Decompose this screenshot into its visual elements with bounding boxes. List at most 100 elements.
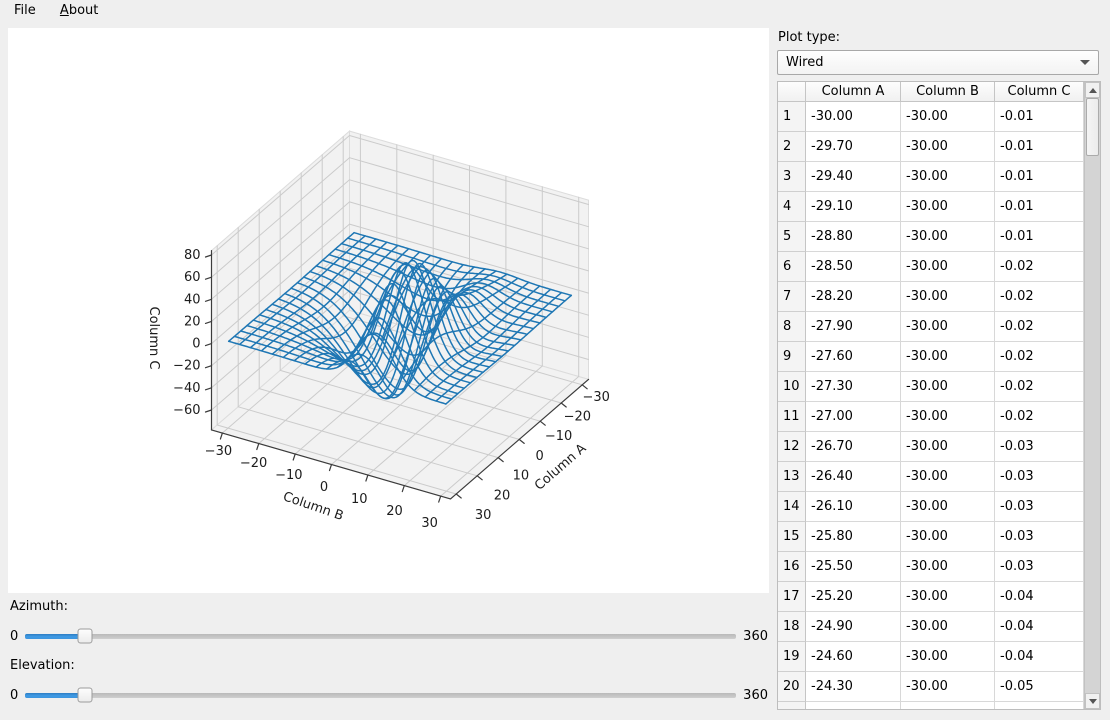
cell-column-c[interactable]: -0.05 bbox=[995, 672, 1084, 702]
cell-column-c[interactable]: -0.05 bbox=[995, 702, 1084, 709]
elevation-slider[interactable] bbox=[25, 687, 737, 703]
cell-column-c[interactable]: -0.01 bbox=[995, 132, 1084, 162]
row-number-cell[interactable]: 17 bbox=[778, 582, 806, 612]
cell-column-a[interactable]: -24.90 bbox=[806, 612, 901, 642]
cell-column-c[interactable]: -0.03 bbox=[995, 552, 1084, 582]
table-scrollbar[interactable] bbox=[1084, 82, 1100, 709]
cell-column-c[interactable]: -0.02 bbox=[995, 342, 1084, 372]
column-header-a[interactable]: Column A bbox=[806, 82, 901, 102]
row-number-cell[interactable]: 9 bbox=[778, 342, 806, 372]
cell-column-b[interactable]: -30.00 bbox=[901, 342, 995, 372]
cell-column-b[interactable]: -30.00 bbox=[901, 192, 995, 222]
cell-column-c[interactable]: -0.02 bbox=[995, 252, 1084, 282]
cell-column-b[interactable]: -30.00 bbox=[901, 252, 995, 282]
row-number-cell[interactable]: 4 bbox=[778, 192, 806, 222]
cell-column-b[interactable]: -30.00 bbox=[901, 492, 995, 522]
azimuth-slider[interactable] bbox=[25, 628, 737, 644]
cell-column-b[interactable]: -30.00 bbox=[901, 402, 995, 432]
scroll-up-button[interactable] bbox=[1085, 82, 1100, 98]
cell-column-b[interactable]: -30.00 bbox=[901, 162, 995, 192]
cell-column-a[interactable]: -27.30 bbox=[806, 372, 901, 402]
cell-column-a[interactable]: -28.50 bbox=[806, 252, 901, 282]
row-number-cell[interactable]: 2 bbox=[778, 132, 806, 162]
cell-column-a[interactable]: -26.40 bbox=[806, 462, 901, 492]
row-number-cell[interactable]: 20 bbox=[778, 672, 806, 702]
cell-column-a[interactable]: -25.20 bbox=[806, 582, 901, 612]
cell-column-b[interactable]: -30.00 bbox=[901, 132, 995, 162]
row-number-cell[interactable]: 21 bbox=[778, 702, 806, 709]
scroll-down-button[interactable] bbox=[1085, 693, 1100, 709]
cell-column-c[interactable]: -0.03 bbox=[995, 522, 1084, 552]
cell-column-c[interactable]: -0.01 bbox=[995, 162, 1084, 192]
cell-column-a[interactable]: -30.00 bbox=[806, 102, 901, 132]
row-number-cell[interactable]: 6 bbox=[778, 252, 806, 282]
plot-type-combobox[interactable]: Wired bbox=[777, 50, 1099, 75]
cell-column-b[interactable]: -30.00 bbox=[901, 582, 995, 612]
cell-column-c[interactable]: -0.02 bbox=[995, 282, 1084, 312]
row-number-cell[interactable]: 10 bbox=[778, 372, 806, 402]
svg-text:10: 10 bbox=[513, 469, 530, 484]
cell-column-c[interactable]: -0.03 bbox=[995, 432, 1084, 462]
cell-column-b[interactable]: -30.00 bbox=[901, 282, 995, 312]
menu-file[interactable]: File bbox=[14, 3, 36, 18]
row-number-cell[interactable]: 1 bbox=[778, 102, 806, 132]
cell-column-a[interactable]: -24.00 bbox=[806, 702, 901, 709]
cell-column-b[interactable]: -30.00 bbox=[901, 432, 995, 462]
row-number-cell[interactable]: 13 bbox=[778, 462, 806, 492]
cell-column-a[interactable]: -24.30 bbox=[806, 672, 901, 702]
cell-column-b[interactable]: -30.00 bbox=[901, 522, 995, 552]
cell-column-a[interactable]: -24.60 bbox=[806, 642, 901, 672]
cell-column-c[interactable]: -0.02 bbox=[995, 312, 1084, 342]
cell-column-a[interactable]: -27.00 bbox=[806, 402, 901, 432]
cell-column-a[interactable]: -28.80 bbox=[806, 222, 901, 252]
matplotlib-canvas[interactable]: −30 −20 −10 0 10 20 30 −30 −20 −10 0 10 20 30 80 60 40 20… bbox=[8, 28, 769, 593]
cell-column-c[interactable]: -0.04 bbox=[995, 582, 1084, 612]
cell-column-a[interactable]: -27.60 bbox=[806, 342, 901, 372]
cell-column-b[interactable]: -30.00 bbox=[901, 702, 995, 709]
row-number-cell[interactable]: 5 bbox=[778, 222, 806, 252]
cell-column-b[interactable]: -30.00 bbox=[901, 222, 995, 252]
cell-column-b[interactable]: -30.00 bbox=[901, 612, 995, 642]
row-number-cell[interactable]: 11 bbox=[778, 402, 806, 432]
menu-about[interactable]: About bbox=[59, 3, 99, 18]
cell-column-a[interactable]: -29.70 bbox=[806, 132, 901, 162]
cell-column-a[interactable]: -25.50 bbox=[806, 552, 901, 582]
cell-column-b[interactable]: -30.00 bbox=[901, 672, 995, 702]
row-number-cell[interactable]: 14 bbox=[778, 492, 806, 522]
cell-column-b[interactable]: -30.00 bbox=[901, 372, 995, 402]
row-number-cell[interactable]: 15 bbox=[778, 522, 806, 552]
cell-column-c[interactable]: -0.01 bbox=[995, 102, 1084, 132]
cell-column-a[interactable]: -26.70 bbox=[806, 432, 901, 462]
cell-column-a[interactable]: -29.10 bbox=[806, 192, 901, 222]
cell-column-b[interactable]: -30.00 bbox=[901, 642, 995, 672]
elevation-slider-handle[interactable] bbox=[77, 687, 93, 703]
cell-column-b[interactable]: -30.00 bbox=[901, 552, 995, 582]
row-number-cell[interactable]: 7 bbox=[778, 282, 806, 312]
column-header-b[interactable]: Column B bbox=[901, 82, 995, 102]
cell-column-c[interactable]: -0.04 bbox=[995, 642, 1084, 672]
cell-column-a[interactable]: -25.80 bbox=[806, 522, 901, 552]
row-number-cell[interactable]: 18 bbox=[778, 612, 806, 642]
cell-column-c[interactable]: -0.02 bbox=[995, 402, 1084, 432]
column-header-c[interactable]: Column C bbox=[995, 82, 1084, 102]
cell-column-a[interactable]: -28.20 bbox=[806, 282, 901, 312]
cell-column-c[interactable]: -0.03 bbox=[995, 492, 1084, 522]
row-number-cell[interactable]: 12 bbox=[778, 432, 806, 462]
row-number-cell[interactable]: 16 bbox=[778, 552, 806, 582]
cell-column-a[interactable]: -29.40 bbox=[806, 162, 901, 192]
cell-column-b[interactable]: -30.00 bbox=[901, 312, 995, 342]
row-number-cell[interactable]: 19 bbox=[778, 642, 806, 672]
cell-column-c[interactable]: -0.01 bbox=[995, 192, 1084, 222]
cell-column-c[interactable]: -0.01 bbox=[995, 222, 1084, 252]
scrollbar-thumb[interactable] bbox=[1086, 98, 1099, 156]
cell-column-b[interactable]: -30.00 bbox=[901, 462, 995, 492]
cell-column-a[interactable]: -27.90 bbox=[806, 312, 901, 342]
cell-column-c[interactable]: -0.04 bbox=[995, 612, 1084, 642]
cell-column-c[interactable]: -0.02 bbox=[995, 372, 1084, 402]
row-number-cell[interactable]: 3 bbox=[778, 162, 806, 192]
cell-column-c[interactable]: -0.03 bbox=[995, 462, 1084, 492]
row-number-cell[interactable]: 8 bbox=[778, 312, 806, 342]
cell-column-a[interactable]: -26.10 bbox=[806, 492, 901, 522]
cell-column-b[interactable]: -30.00 bbox=[901, 102, 995, 132]
azimuth-slider-handle[interactable] bbox=[77, 628, 93, 644]
